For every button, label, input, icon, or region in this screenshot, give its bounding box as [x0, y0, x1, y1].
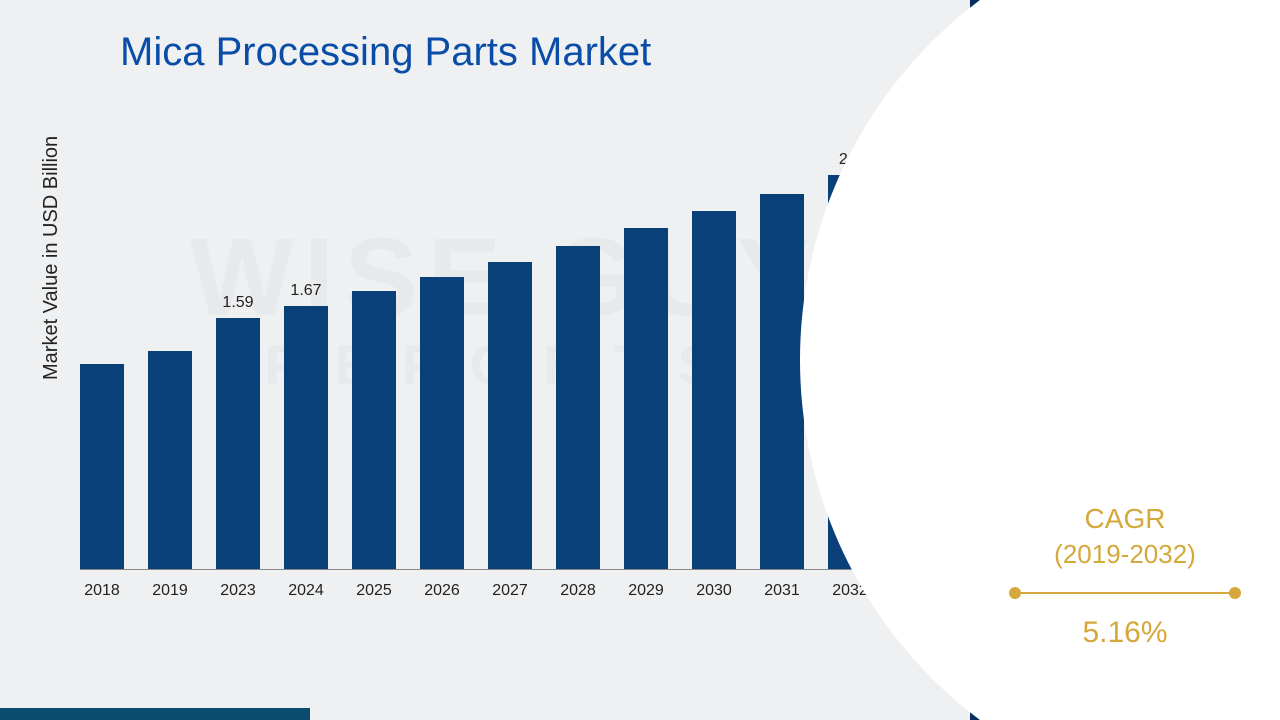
- bar-value-label: 1.67: [284, 282, 328, 300]
- x-tick-label: 2030: [680, 582, 748, 600]
- bar: 1.67: [284, 306, 328, 569]
- bar: [488, 262, 532, 570]
- page-root: WISE GUY REPORTS Mica Processing Parts M…: [0, 0, 1280, 720]
- bar: [692, 211, 736, 569]
- cagr-title: CAGR: [1000, 503, 1250, 535]
- cagr-range: (2019-2032): [1000, 539, 1250, 570]
- bar: [760, 194, 804, 569]
- x-axis-ticks: 2018201920232024202520262027202820292030…: [80, 574, 900, 600]
- x-tick-label: 2026: [408, 582, 476, 600]
- bar: [556, 246, 600, 569]
- x-tick-label: 2019: [136, 582, 204, 600]
- cagr-value: 5.16%: [1000, 616, 1250, 650]
- plot: 1.591.672.5: [80, 160, 900, 570]
- bar: [352, 291, 396, 569]
- chart-area: 1.591.672.5 2018201920232024202520262027…: [80, 160, 900, 600]
- x-tick-label: 2031: [748, 582, 816, 600]
- x-tick-label: 2029: [612, 582, 680, 600]
- cagr-box: CAGR (2019-2032) 5.16%: [1000, 503, 1250, 650]
- x-tick-label: 2018: [68, 582, 136, 600]
- bar: [420, 277, 464, 569]
- y-axis-label: Market Value in USD Billion: [40, 136, 63, 380]
- right-panel: WISE GUY REPORTS CAGR (2019-2032) 5.16%: [970, 0, 1280, 720]
- brand-logo: WISE GUY REPORTS: [980, 22, 1260, 80]
- bar: [80, 364, 124, 569]
- brand-line1: WISE GUY: [980, 22, 1260, 59]
- bar: [148, 351, 192, 569]
- cagr-divider: [1015, 592, 1235, 594]
- brand-line2: REPORTS: [980, 59, 1260, 80]
- brand-head-icon: [1110, 120, 1280, 320]
- bar: [624, 228, 668, 569]
- chart-title: Mica Processing Parts Market: [120, 30, 651, 75]
- bar: 1.59: [216, 318, 260, 569]
- x-tick-label: 2024: [272, 582, 340, 600]
- bottom-accent-bar: [0, 708, 310, 720]
- x-tick-label: 2027: [476, 582, 544, 600]
- x-tick-label: 2025: [340, 582, 408, 600]
- x-tick-label: 2023: [204, 582, 272, 600]
- x-tick-label: 2028: [544, 582, 612, 600]
- bar-value-label: 1.59: [216, 294, 260, 312]
